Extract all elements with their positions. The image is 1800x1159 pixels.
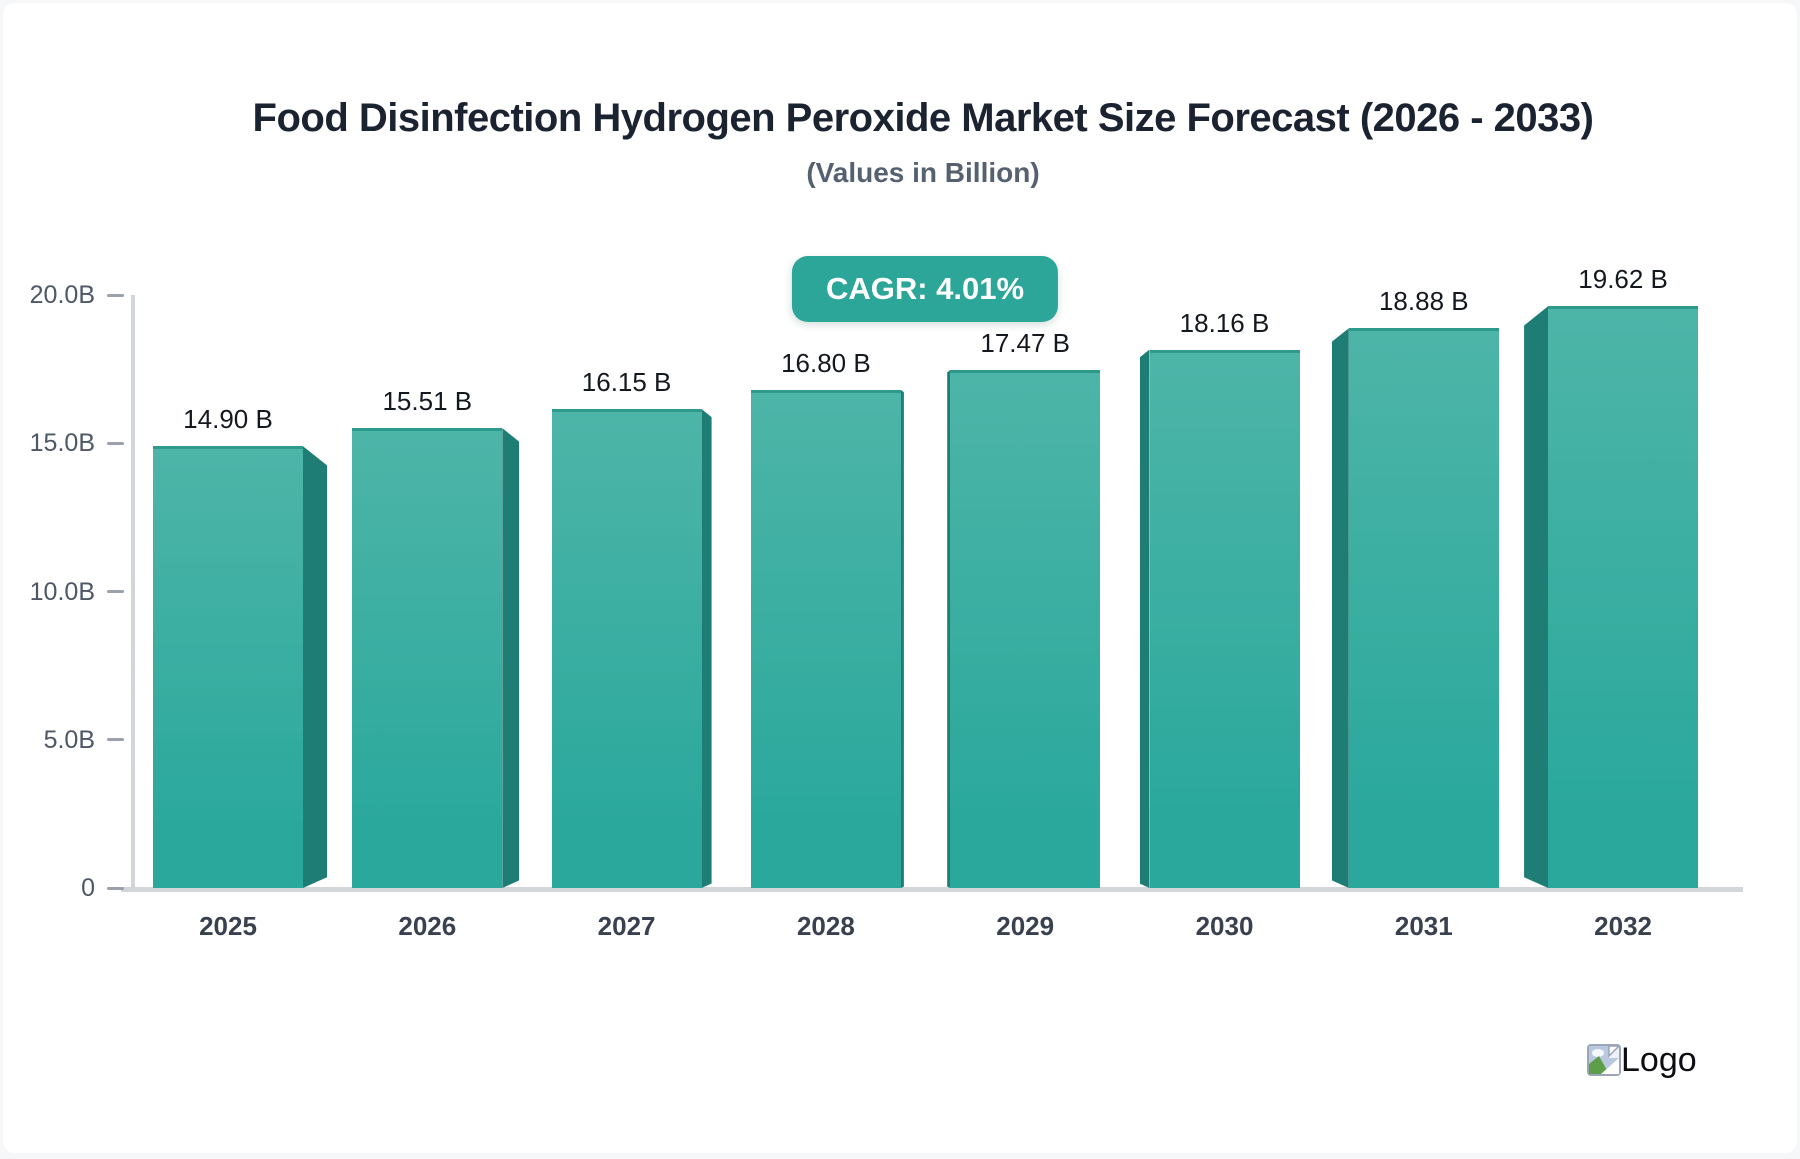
y-tick [107, 293, 124, 297]
bar-value-label: 18.88 B [1378, 286, 1469, 317]
bar-2025 [153, 446, 303, 888]
bar-side-3d [502, 428, 520, 888]
x-axis-line [121, 887, 1743, 892]
y-tick-label: 15.0B [29, 429, 95, 458]
bar-2030 [1149, 349, 1300, 888]
y-tick [107, 441, 124, 445]
cagr-badge: CAGR: 4.01% [791, 256, 1059, 322]
logo-alt-text: Logo [1621, 1041, 1697, 1079]
chart-card: Food Disinfection Hydrogen Peroxide Mark… [3, 3, 1797, 1153]
y-tick [107, 886, 124, 890]
bar-side-3d [303, 446, 327, 888]
bar-value-label: 18.16 B [1179, 307, 1270, 338]
y-tick-label: 10.0B [29, 577, 95, 606]
bar-side-3d [947, 370, 951, 888]
y-tick [107, 738, 124, 742]
chart-title: Food Disinfection Hydrogen Peroxide Mark… [252, 96, 1594, 140]
bar-2029 [950, 370, 1101, 888]
bar-2027 [551, 409, 702, 888]
x-tick-label: 2026 [398, 911, 457, 941]
bar-value-label: 17.47 B [980, 328, 1071, 358]
bar-side-3d [1331, 328, 1349, 888]
bar-value-label: 16.80 B [781, 347, 871, 378]
y-tick-label: 20.0B [29, 281, 95, 309]
x-tick-label: 2032 [1594, 911, 1653, 941]
broken-image-icon [1587, 1044, 1621, 1076]
bar-side-3d [1139, 349, 1150, 888]
x-tick-label: 2029 [996, 911, 1055, 941]
y-tick-label: 0 [81, 874, 95, 902]
bar-side-3d [701, 409, 712, 888]
y-axis-line [131, 295, 135, 892]
bar-2028 [750, 389, 901, 888]
x-tick-label: 2028 [796, 911, 855, 941]
bar-value-label: 19.62 B [1578, 264, 1668, 295]
bar-2026 [352, 428, 503, 888]
bar-2032 [1548, 306, 1699, 888]
y-tick-label: 5.0B [43, 725, 95, 754]
chart-header: Food Disinfection Hydrogen Peroxide Mark… [49, 95, 1797, 189]
bar-2031 [1348, 328, 1499, 888]
x-tick-label: 2027 [597, 911, 656, 941]
bar-value-label: 14.90 B [183, 404, 273, 435]
x-tick-label: 2030 [1195, 911, 1254, 941]
bar-side-3d [900, 389, 904, 888]
chart-subtitle: (Values in Billion) [806, 157, 1040, 188]
x-tick-label: 2025 [199, 911, 257, 941]
bar-side-3d [1524, 306, 1549, 888]
x-tick-label: 2031 [1394, 911, 1453, 941]
bar-chart-plot-area: 0 5.0B 10.0B 15.0B 20.0B 14.90 B 2025 15.51 B 20… [3, 3, 1800, 1159]
y-tick [107, 590, 124, 593]
logo: Logo [1587, 1041, 1697, 1079]
bar-value-label: 16.15 B [581, 367, 672, 398]
bar-value-label: 15.51 B [382, 386, 473, 417]
